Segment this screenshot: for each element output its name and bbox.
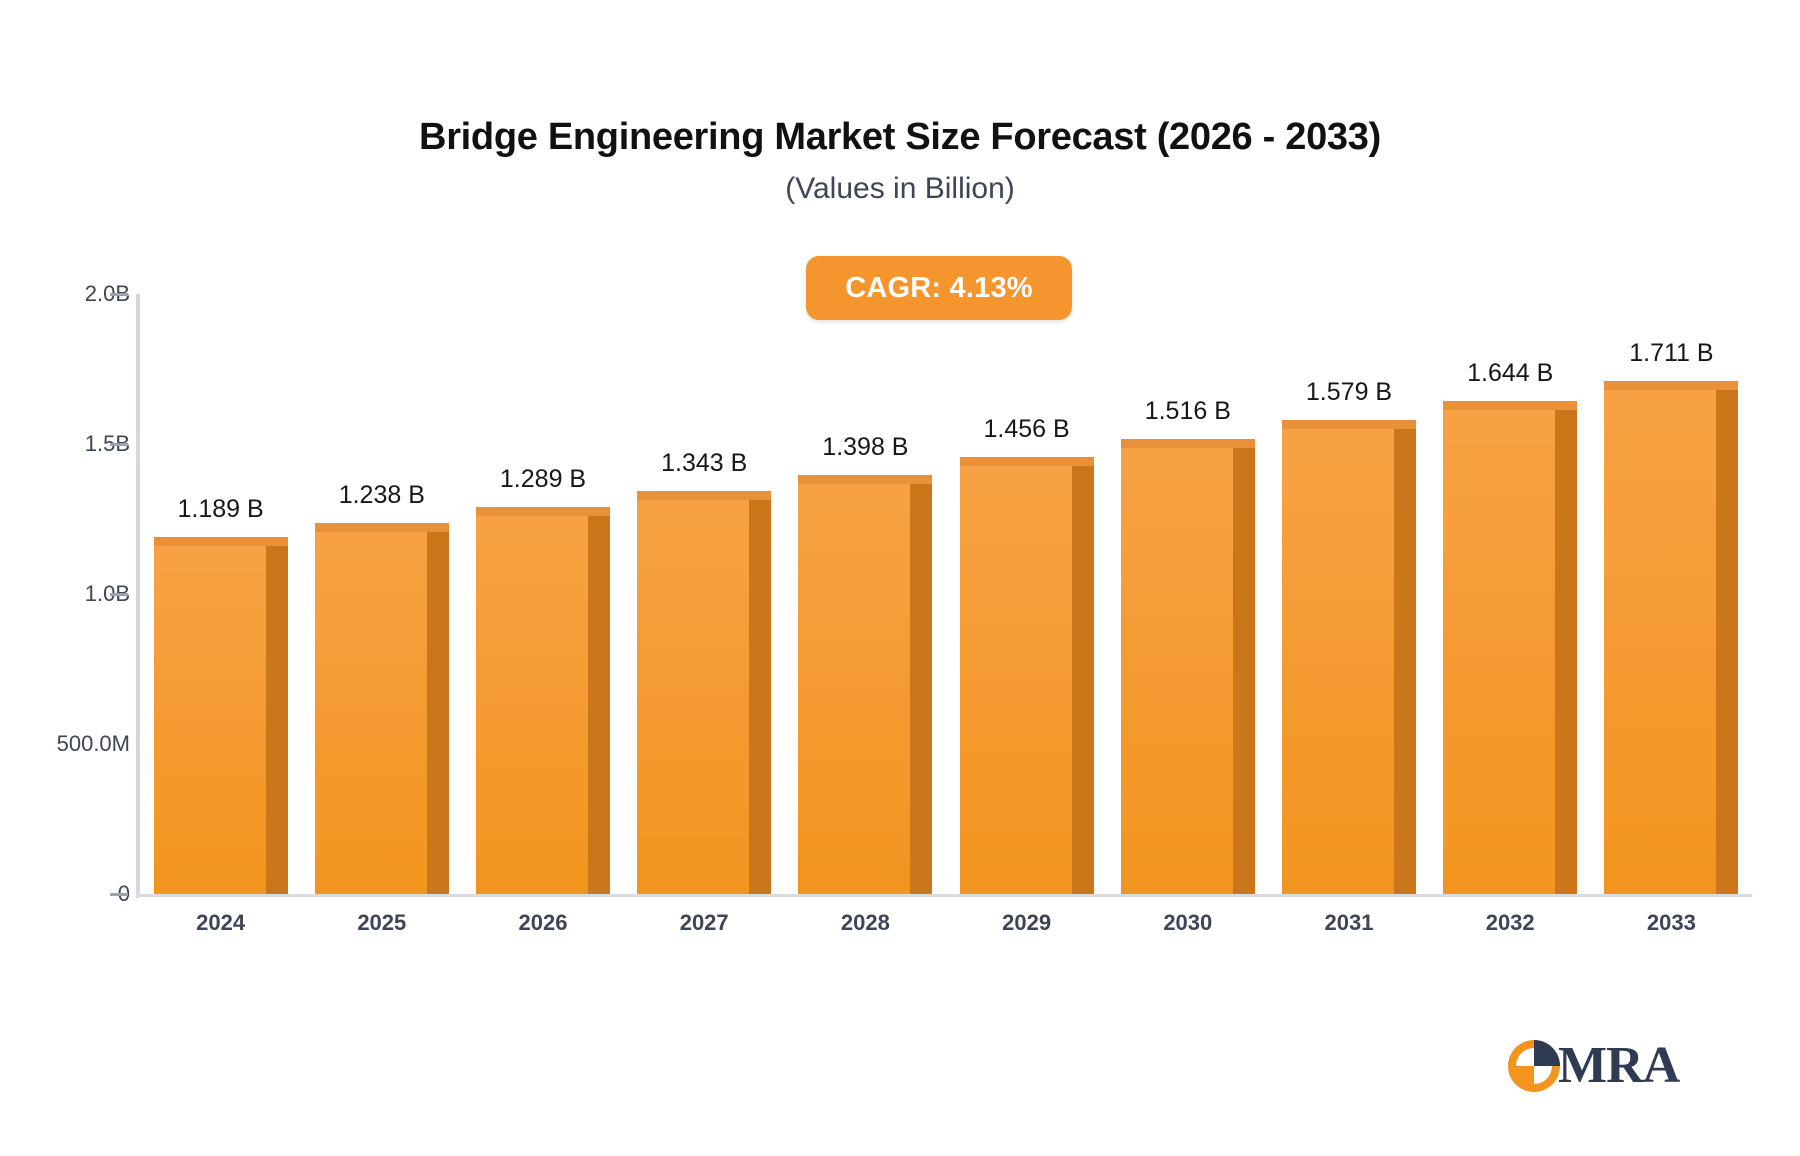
y-axis-tick-dash: [110, 443, 128, 446]
bar-front-face: [1604, 389, 1717, 894]
bar[interactable]: [476, 507, 610, 894]
bar[interactable]: [1604, 380, 1739, 894]
x-axis-tick-label: 2033: [1646, 910, 1696, 935]
bar[interactable]: [1120, 439, 1255, 894]
bar-top-face: [314, 522, 449, 532]
x-axis-tick-label: 2028: [840, 910, 890, 935]
bar-front-face: [1120, 448, 1233, 894]
bar-front-face: [314, 531, 427, 894]
bar-side-face: [588, 516, 610, 894]
bar-value-label: 1.711 B: [1629, 338, 1714, 367]
y-axis-tick-label: 2.0B: [84, 281, 130, 306]
bar-front-face: [959, 466, 1072, 894]
bar-value-label: 1.289 B: [499, 465, 587, 494]
bar-front-face: [798, 483, 911, 894]
bar-value-label: 1.456 B: [983, 415, 1070, 444]
bar-front-face: [1443, 409, 1556, 894]
bar-value-label: 1.189 B: [177, 495, 264, 524]
bar[interactable]: [1443, 400, 1578, 894]
y-axis-tick-dash: [110, 593, 128, 596]
cagr-badge-label: CAGR: 4.13%: [845, 271, 1033, 304]
bar[interactable]: [1282, 420, 1416, 894]
x-axis-line: [136, 894, 1752, 897]
bar-side-face: [1232, 448, 1255, 894]
bar-front-face: [476, 516, 588, 894]
bar-side-face: [749, 500, 772, 894]
bar-front-face: [153, 546, 266, 894]
x-axis-tick-label: 2024: [196, 910, 246, 935]
bar-front-face: [1282, 429, 1394, 894]
y-axis-tick-label: 500.0M: [56, 731, 130, 756]
bar-top-face: [1604, 380, 1739, 390]
x-axis-tick-label: 2030: [1163, 910, 1213, 935]
bar-top-face: [476, 507, 610, 517]
bar-top-face: [1120, 439, 1255, 449]
mra-logo: MRA: [1508, 1035, 1708, 1097]
x-axis-tick-label: 2025: [357, 910, 407, 935]
y-axis-tick-label: 1.5B: [84, 431, 130, 456]
bar-top-face: [153, 537, 288, 547]
bar-front-face: [637, 500, 750, 894]
x-axis-tick-label: 2029: [1002, 910, 1052, 935]
bar-side-face: [1071, 466, 1094, 894]
y-axis-tick: 1.5B: [0, 433, 130, 455]
y-axis-tick-dash: [110, 893, 128, 896]
bar[interactable]: [798, 474, 933, 894]
x-axis-tick-label: 2026: [518, 910, 568, 935]
bar-side-face: [1555, 409, 1578, 894]
cagr-badge: CAGR: 4.13%: [806, 256, 1072, 320]
bar[interactable]: [959, 457, 1094, 894]
bar-side-face: [1394, 429, 1416, 894]
bar-side-face: [265, 546, 288, 894]
x-axis-tick-label: 2027: [679, 910, 729, 935]
bar-value-label: 1.238 B: [338, 480, 425, 509]
y-axis-tick: 1.0B: [0, 583, 130, 605]
bar-value-label: 1.644 B: [1467, 358, 1554, 387]
bar-side-face: [1716, 389, 1739, 894]
y-axis-tick-label: 1.0B: [84, 581, 130, 606]
bar-value-label: 1.579 B: [1305, 378, 1393, 407]
bar-top-face: [1282, 420, 1416, 430]
page-title: Bridge Engineering Market Size Forecast …: [419, 116, 1381, 158]
chart-subtitle: (Values in Billion): [785, 172, 1015, 205]
bar[interactable]: [314, 522, 449, 894]
bar-value-label: 1.398 B: [822, 432, 909, 461]
bar-side-face: [426, 531, 449, 894]
x-axis-tick-label: 2031: [1324, 910, 1374, 935]
bar-top-face: [1443, 400, 1578, 410]
y-axis-tick: 2.0B: [0, 283, 130, 305]
bar[interactable]: [153, 537, 288, 894]
bar-top-face: [798, 474, 933, 484]
bar-top-face: [637, 491, 772, 501]
logo-text: MRA: [1558, 1037, 1680, 1094]
y-axis-tick: 500.0M: [0, 733, 130, 755]
pie-chart-logo-icon: [1508, 1040, 1560, 1092]
bar-value-label: 1.343 B: [661, 449, 748, 478]
x-axis-tick-label: 2032: [1485, 910, 1535, 935]
bar-side-face: [910, 483, 933, 894]
bar-top-face: [959, 457, 1094, 467]
y-axis-line: [136, 294, 140, 898]
y-axis-tick-dash: [110, 293, 128, 296]
bar-value-label: 1.516 B: [1144, 397, 1231, 426]
bar[interactable]: [637, 491, 772, 894]
